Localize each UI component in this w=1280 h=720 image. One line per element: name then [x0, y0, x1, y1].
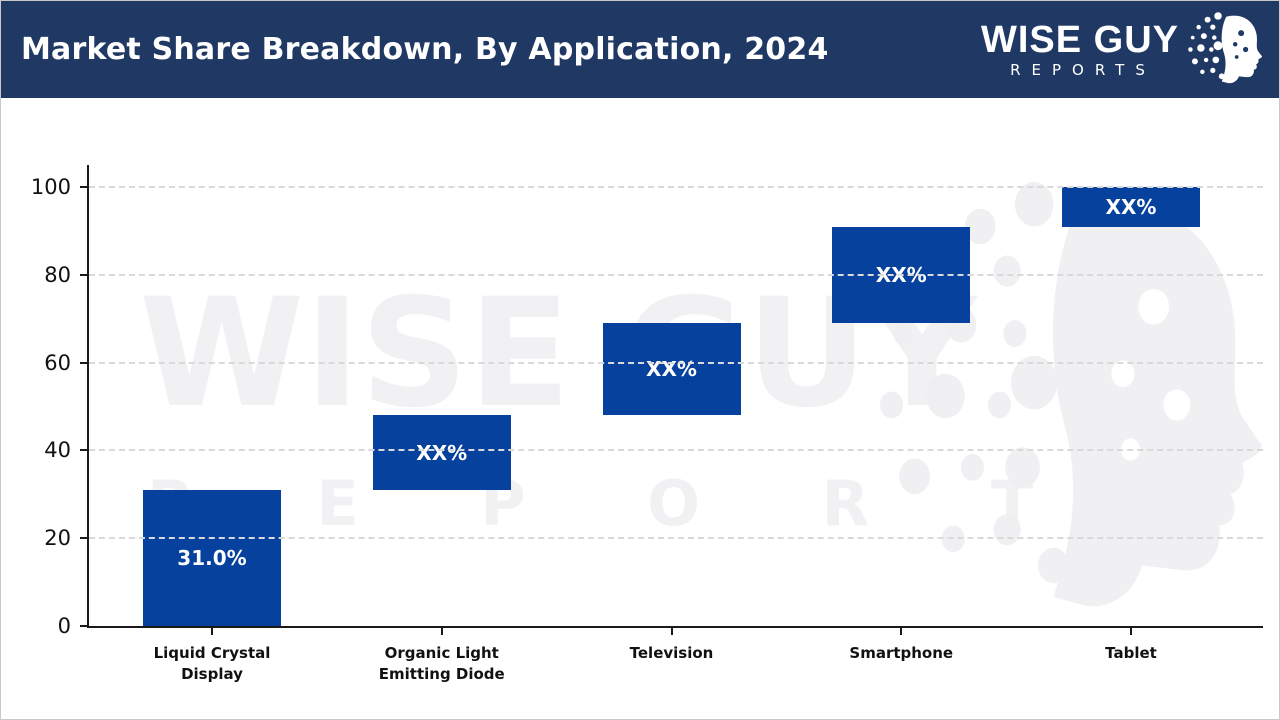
bar-segment: XX% [602, 323, 741, 416]
gridline [89, 273, 1263, 276]
page-title: Market Share Breakdown, By Application, … [21, 32, 829, 67]
x-category-label: Television [629, 644, 714, 662]
x-axis-tick [1130, 628, 1132, 635]
y-tick-label: 80 [44, 262, 71, 287]
bar-value-label: XX% [1105, 194, 1157, 219]
y-axis-tick [80, 449, 87, 452]
logo-text: WISE GUY REPORTS [981, 21, 1179, 78]
logo-face-icon [1183, 9, 1265, 91]
gridline [89, 537, 1263, 540]
plot-area: 0 20 40 60 80 100 31.0% Liquid Crystal Display X… [31, 165, 1263, 683]
y-axis-tick [80, 537, 87, 540]
logo-subtitle: REPORTS [1010, 61, 1156, 79]
y-tick-label: 60 [44, 350, 71, 375]
x-category-label: Smartphone [849, 644, 954, 662]
bar-segment: XX% [372, 415, 511, 490]
gridline [89, 361, 1263, 364]
x-axis-line [87, 626, 1263, 628]
gridline [89, 186, 1263, 188]
x-axis-tick [670, 628, 673, 635]
y-axis-tick [80, 186, 87, 188]
x-category-label: Liquid Crystal Display [153, 644, 271, 683]
x-category-label: Organic Light Emitting Diode [378, 644, 505, 683]
y-tick-label: 100 [30, 175, 71, 199]
y-tick-label: 40 [44, 438, 71, 463]
y-tick-label: 0 [57, 614, 71, 638]
y-tick-label: 20 [44, 526, 71, 551]
y-axis-tick [80, 361, 87, 364]
bar-value-label: XX% [646, 357, 697, 382]
bar-segment: 31.0% [143, 489, 281, 626]
bar-value-label: XX% [416, 440, 468, 465]
y-axis-line [87, 165, 89, 628]
logo-wordmark: WISE GUY [980, 19, 1179, 61]
x-category-label: Tablet [1105, 644, 1157, 662]
bar-value-label: 31.0% [177, 545, 247, 570]
bar-segment: XX% [1062, 187, 1200, 227]
x-axis-tick [211, 628, 213, 635]
header: Market Share Breakdown, By Application, … [1, 1, 1279, 98]
x-axis-tick [900, 628, 903, 635]
y-axis-tick [80, 625, 87, 627]
y-axis-tick [80, 273, 87, 276]
x-axis-tick [440, 628, 443, 635]
gridline [89, 449, 1263, 452]
wiseguy-logo: WISE GUY REPORTS [981, 9, 1265, 91]
